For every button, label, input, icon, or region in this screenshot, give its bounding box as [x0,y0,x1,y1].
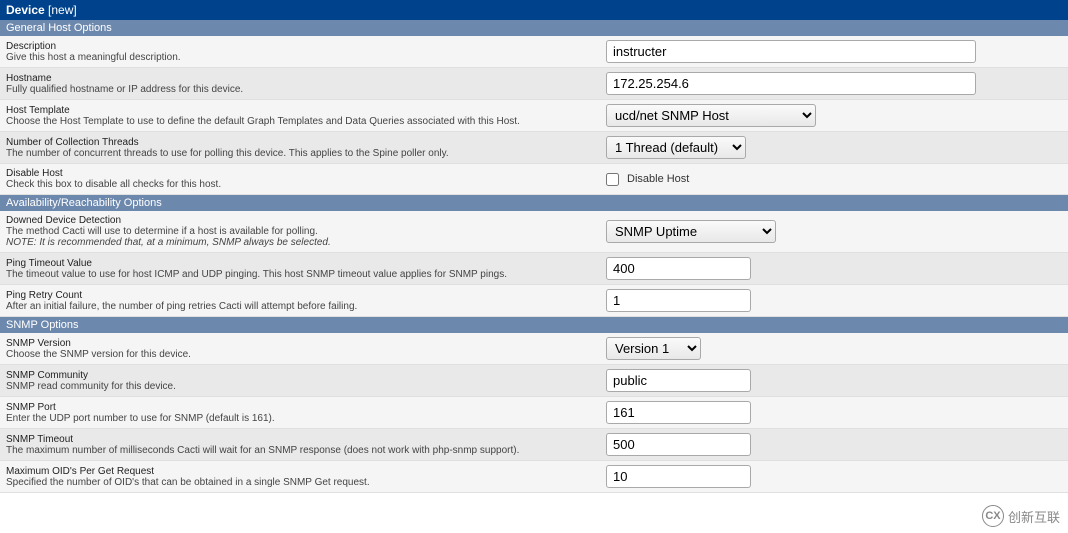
snmp-port-label: SNMP Port [6,402,606,413]
downed-label: Downed Device Detection [6,215,606,226]
snmp-version-label: SNMP Version [6,338,606,349]
downed-desc: The method Cacti will use to determine i… [6,226,606,237]
downed-select[interactable]: SNMP Uptime [606,220,776,243]
host-template-label: Host Template [6,105,606,116]
threads-label: Number of Collection Threads [6,137,606,148]
row-disable: Disable Host Check this box to disable a… [0,164,1068,195]
downed-note: NOTE: It is recommended that, at a minim… [6,237,606,248]
row-snmp-timeout: SNMP Timeout The maximum number of milli… [0,429,1068,461]
section-snmp-header: SNMP Options [0,317,1068,333]
threads-desc: The number of concurrent threads to use … [6,148,606,159]
row-downed: Downed Device Detection The method Cacti… [0,211,1068,253]
hostname-input[interactable] [606,72,976,95]
threads-select[interactable]: 1 Thread (default) [606,136,746,159]
snmp-timeout-label: SNMP Timeout [6,434,606,445]
description-label: Description [6,41,606,52]
page-title: Device [new] [0,0,1068,20]
ping-timeout-label: Ping Timeout Value [6,258,606,269]
row-max-oids: Maximum OID's Per Get Request Specified … [0,461,1068,493]
row-snmp-version: SNMP Version Choose the SNMP version for… [0,333,1068,365]
row-ping-retry: Ping Retry Count After an initial failur… [0,285,1068,317]
disable-label: Disable Host [6,168,606,179]
ping-retry-desc: After an initial failure, the number of … [6,301,606,312]
watermark-text: 创新互联 [1008,507,1060,526]
hostname-desc: Fully qualified hostname or IP address f… [6,84,606,95]
snmp-port-desc: Enter the UDP port number to use for SNM… [6,413,606,424]
row-hostname: Hostname Fully qualified hostname or IP … [0,68,1068,100]
description-input[interactable] [606,40,976,63]
row-host-template: Host Template Choose the Host Template t… [0,100,1068,132]
section-general-header: General Host Options [0,20,1068,36]
snmp-version-select[interactable]: Version 1 [606,337,701,360]
ping-timeout-desc: The timeout value to use for host ICMP a… [6,269,606,280]
snmp-community-label: SNMP Community [6,370,606,381]
row-snmp-community: SNMP Community SNMP read community for t… [0,365,1068,397]
max-oids-label: Maximum OID's Per Get Request [6,466,606,477]
page-title-text: Device [6,3,45,17]
section-availability-header: Availability/Reachability Options [0,195,1068,211]
row-snmp-port: SNMP Port Enter the UDP port number to u… [0,397,1068,429]
disable-checkbox[interactable] [606,173,619,186]
snmp-timeout-desc: The maximum number of milliseconds Cacti… [6,445,606,456]
snmp-community-input[interactable] [606,369,751,392]
ping-retry-label: Ping Retry Count [6,290,606,301]
ping-retry-input[interactable] [606,289,751,312]
snmp-port-input[interactable] [606,401,751,424]
snmp-version-desc: Choose the SNMP version for this device. [6,349,606,360]
snmp-community-desc: SNMP read community for this device. [6,381,606,392]
row-description: Description Give this host a meaningful … [0,36,1068,68]
page-title-suffix: [new] [48,3,77,17]
disable-checkbox-label: Disable Host [627,173,689,185]
row-ping-timeout: Ping Timeout Value The timeout value to … [0,253,1068,285]
row-threads: Number of Collection Threads The number … [0,132,1068,164]
max-oids-input[interactable] [606,465,751,488]
watermark-icon: CX [982,505,1004,527]
description-desc: Give this host a meaningful description. [6,52,606,63]
snmp-timeout-input[interactable] [606,433,751,456]
host-template-select[interactable]: ucd/net SNMP Host [606,104,816,127]
watermark: CX 创新互联 [982,505,1060,527]
ping-timeout-input[interactable] [606,257,751,280]
disable-desc: Check this box to disable all checks for… [6,179,606,190]
host-template-desc: Choose the Host Template to use to defin… [6,116,606,127]
hostname-label: Hostname [6,73,606,84]
max-oids-desc: Specified the number of OID's that can b… [6,477,606,488]
